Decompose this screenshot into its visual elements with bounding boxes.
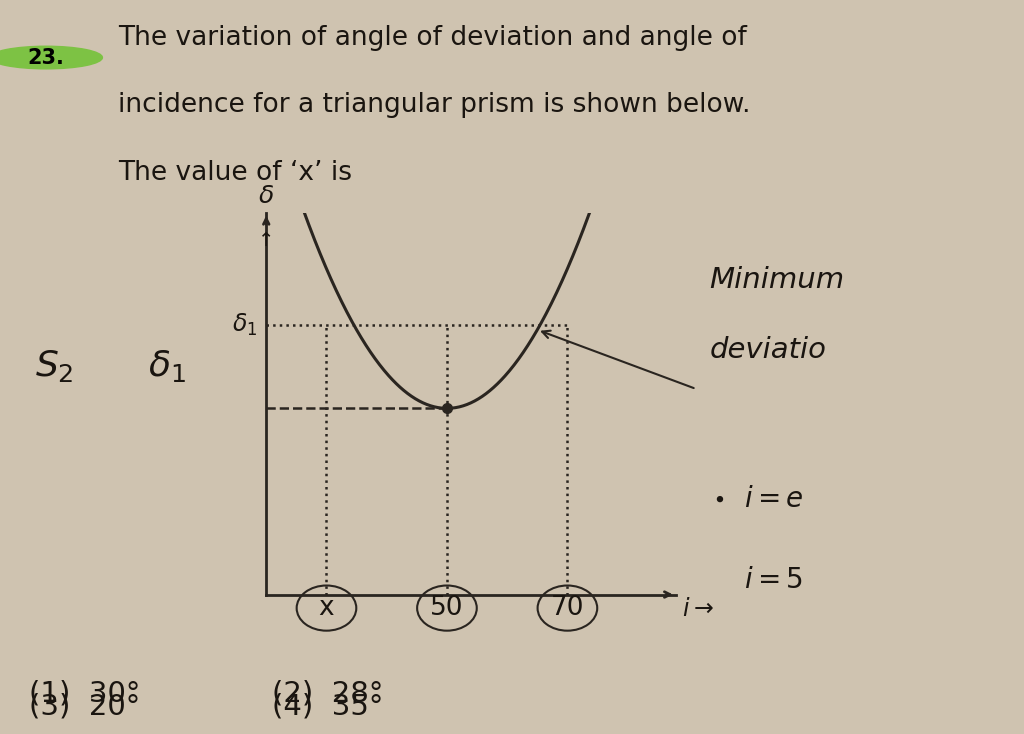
Text: (2)  28°: (2) 28°: [272, 680, 384, 708]
Text: $i = e$: $i = e$: [743, 485, 804, 513]
Text: (4)  35°: (4) 35°: [272, 693, 384, 721]
Text: $i \rightarrow$: $i \rightarrow$: [682, 597, 714, 620]
Text: 23.: 23.: [28, 48, 65, 68]
Text: (3)  20°: (3) 20°: [29, 693, 140, 721]
Text: 70: 70: [551, 595, 584, 621]
Text: $\delta_1$: $\delta_1$: [148, 348, 185, 385]
Text: $i = 5$: $i = 5$: [743, 566, 803, 594]
Text: 50: 50: [430, 595, 464, 621]
Text: (1)  30°: (1) 30°: [29, 680, 140, 708]
Text: $\uparrow$: $\uparrow$: [254, 231, 272, 250]
Text: Minimum: Minimum: [710, 266, 845, 294]
Circle shape: [0, 46, 102, 69]
Text: deviatio: deviatio: [710, 336, 826, 364]
Text: The value of ‘x’ is: The value of ‘x’ is: [118, 160, 352, 186]
Text: $\delta$: $\delta$: [258, 184, 274, 208]
Text: $\bullet$: $\bullet$: [713, 489, 724, 509]
Text: $\delta_1$: $\delta_1$: [231, 311, 257, 338]
Text: x: x: [318, 595, 334, 621]
Text: $S_2$: $S_2$: [35, 348, 74, 385]
Text: incidence for a triangular prism is shown below.: incidence for a triangular prism is show…: [118, 92, 751, 118]
Text: The variation of angle of deviation and angle of: The variation of angle of deviation and …: [118, 25, 746, 51]
